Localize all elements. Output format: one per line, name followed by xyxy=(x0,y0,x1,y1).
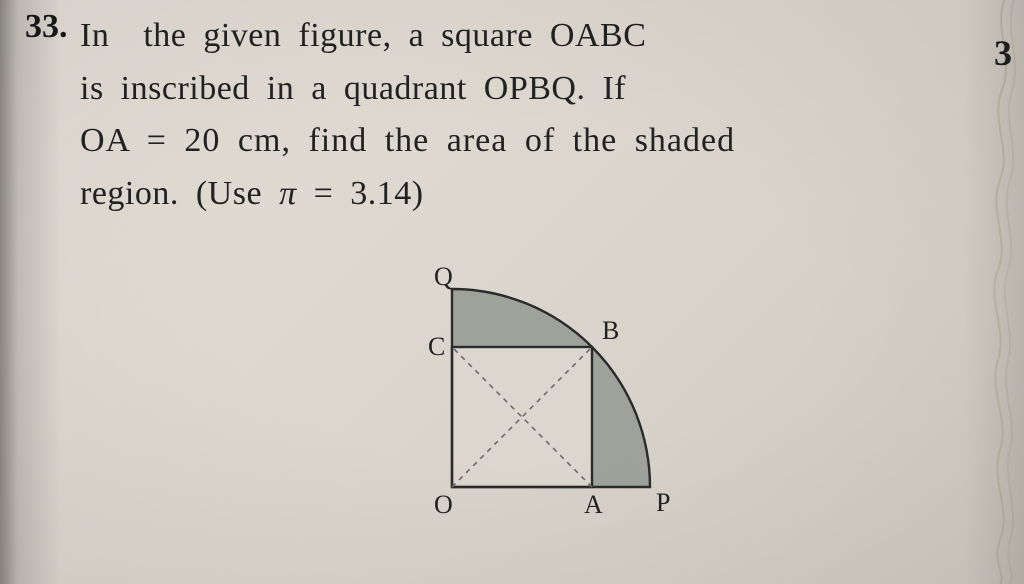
label-p: P xyxy=(656,488,670,517)
text-line4b: = 3.14) xyxy=(297,175,424,212)
text-line3: OA = 20 cm, find the area of the shaded xyxy=(80,122,735,159)
question-number: 33. xyxy=(25,8,68,46)
text-line2: is inscribed in a quadrant OPBQ. If xyxy=(80,70,626,107)
square-cutout xyxy=(452,347,592,487)
question-block: 33. In the given figure, a square OABC i… xyxy=(0,0,1024,584)
label-b: B xyxy=(602,316,619,345)
label-a: A xyxy=(584,490,603,519)
marks-label: 3 xyxy=(994,32,1012,74)
text-line4a: region. (Use xyxy=(80,175,279,212)
label-c: C xyxy=(428,332,445,361)
pi-symbol: π xyxy=(279,175,297,212)
label-q: Q xyxy=(434,262,453,291)
text-line1b: the given figure, a square OABC xyxy=(143,17,646,54)
text-line1a: In xyxy=(80,17,109,54)
figure-container: Q C B O A P xyxy=(80,227,984,532)
geometry-figure: Q C B O A P xyxy=(362,227,702,527)
question-text: In the given figure, a square OABC is in… xyxy=(80,10,930,221)
label-o: O xyxy=(434,490,453,519)
